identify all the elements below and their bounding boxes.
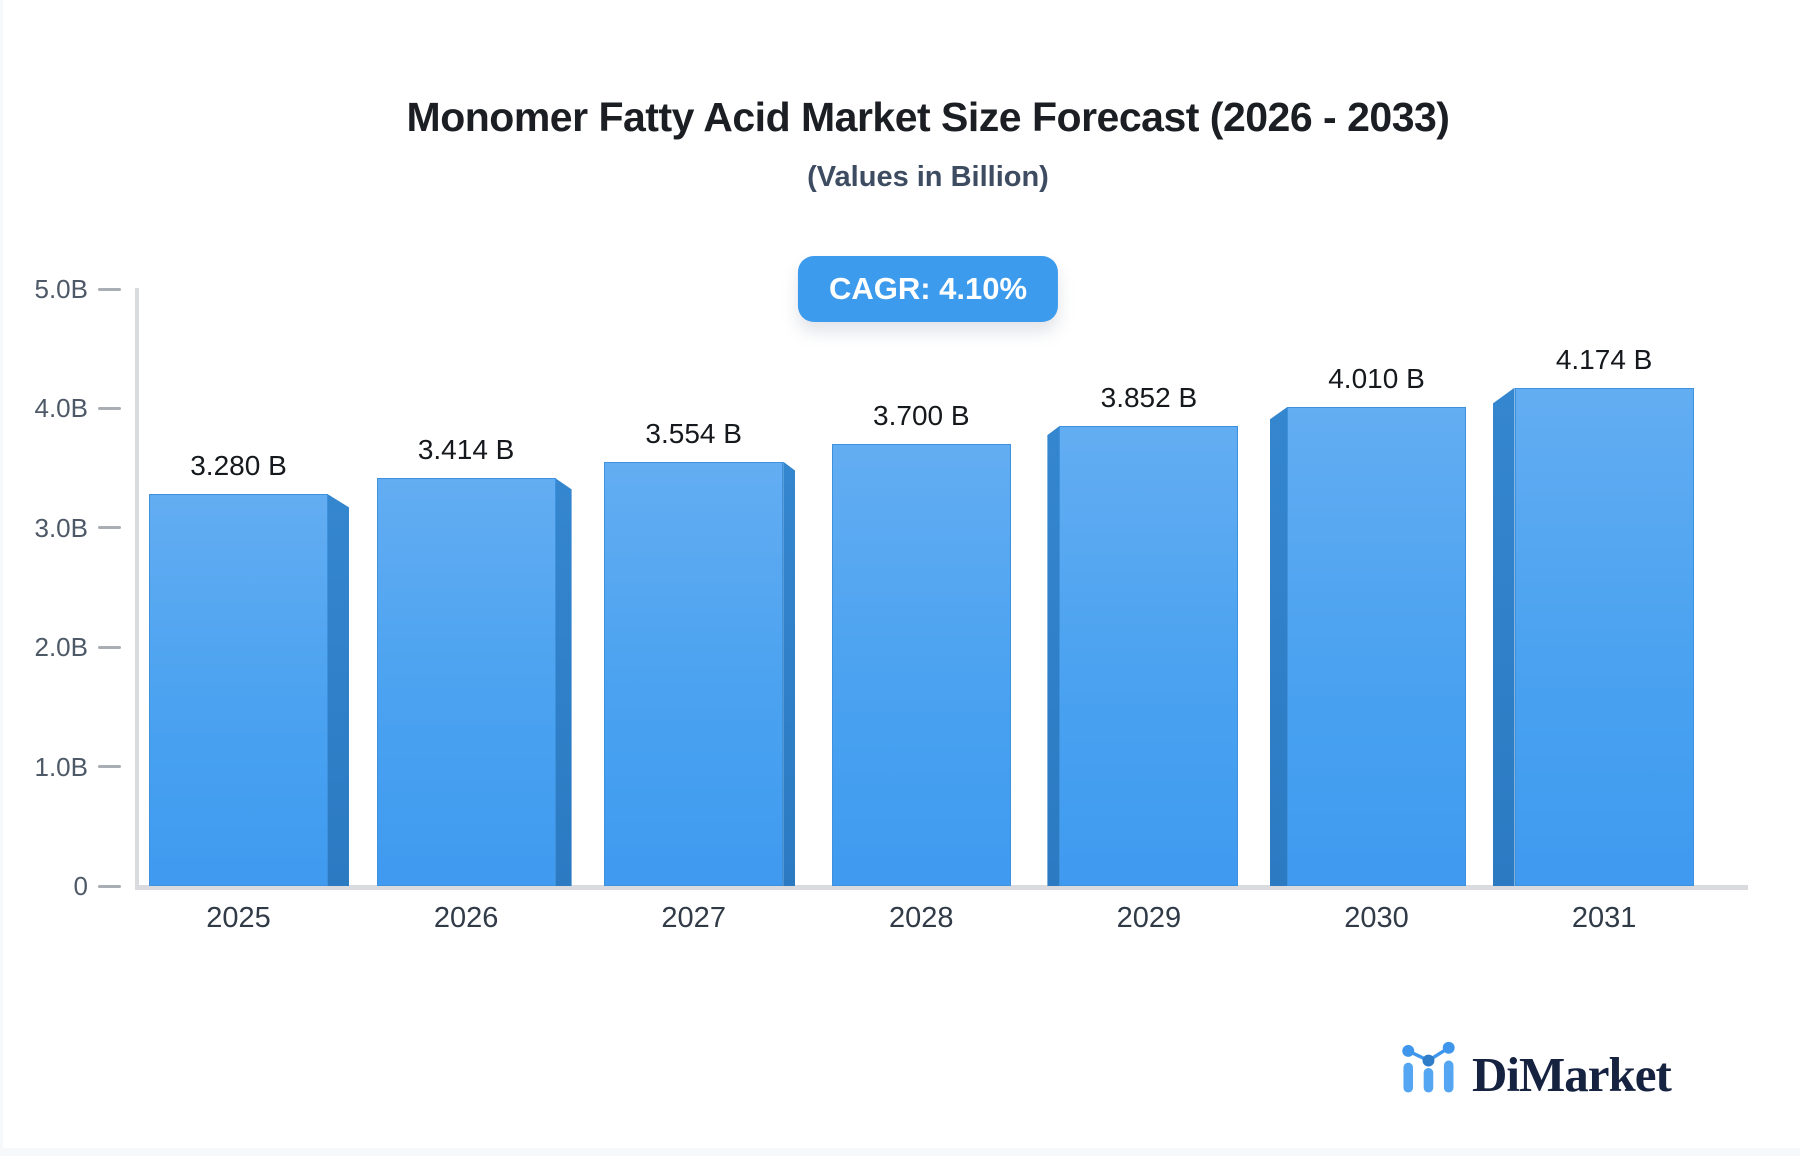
bar-side	[783, 461, 796, 886]
bar-front	[149, 494, 328, 886]
bar-value-label: 3.414 B	[417, 434, 515, 466]
bar-side	[1270, 407, 1287, 886]
y-tick-label: 5.0B	[34, 274, 89, 304]
bar-side	[1492, 387, 1515, 886]
y-tick-dash	[98, 765, 121, 769]
logo-text: DiMarket	[1472, 1047, 1672, 1103]
y-tick-label: 1.0B	[34, 751, 89, 782]
y-axis-line	[135, 288, 139, 890]
x-tick-label: 2030	[1344, 902, 1409, 934]
bar-front	[1059, 426, 1239, 886]
y-tick-dash	[98, 406, 121, 410]
x-tick-label: 2028	[889, 902, 954, 934]
bar-front	[1287, 407, 1466, 886]
bar-front	[376, 478, 556, 886]
bar-side	[1047, 426, 1060, 886]
y-tick-dash	[98, 287, 121, 291]
x-tick-label: 2031	[1571, 902, 1637, 934]
x-tick-label: 2025	[206, 902, 271, 934]
bar-chart-logo-icon	[1402, 1041, 1455, 1093]
cagr-badge: CAGR: 4.10%	[797, 256, 1059, 322]
bar-value-label: 4.010 B	[1328, 363, 1425, 395]
y-tick-dash	[98, 645, 121, 649]
x-tick-label: 2027	[661, 902, 726, 934]
bar-value-label: 3.554 B	[645, 417, 742, 449]
x-tick-label: 2029	[1116, 902, 1182, 934]
bar-side	[555, 478, 572, 886]
chart-header: Monomer Fatty Acid Market Size Forecast …	[56, 94, 1800, 194]
bar-value-label: 3.700 B	[873, 400, 970, 432]
bar-value-label: 3.852 B	[1100, 382, 1198, 414]
y-tick-dash	[98, 884, 121, 888]
x-axis-line	[135, 885, 1748, 890]
y-tick-label: 0	[73, 871, 88, 901]
chart-subtitle: (Values in Billion)	[807, 161, 1049, 193]
bar-side	[328, 494, 349, 886]
bar-front	[1514, 387, 1694, 886]
x-tick-label: 2026	[433, 902, 499, 934]
bar-value-label: 4.174 B	[1555, 343, 1653, 375]
chart-title: Monomer Fatty Acid Market Size Forecast …	[406, 94, 1450, 140]
bar-front	[831, 444, 1011, 886]
y-tick-dash	[98, 526, 121, 530]
y-tick-label: 2.0B	[34, 632, 89, 663]
y-tick-label: 3.0B	[34, 512, 89, 543]
y-tick-label: 4.0B	[34, 393, 89, 424]
bar-front	[604, 461, 784, 886]
dimarket-logo: DiMarket	[1396, 1036, 1672, 1103]
bar-value-label: 3.280 B	[190, 450, 287, 482]
